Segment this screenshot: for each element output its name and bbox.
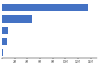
Bar xyxy=(2,15,32,23)
Bar xyxy=(2,4,88,11)
Bar xyxy=(2,27,8,34)
Bar xyxy=(2,38,7,45)
Bar xyxy=(2,49,3,56)
